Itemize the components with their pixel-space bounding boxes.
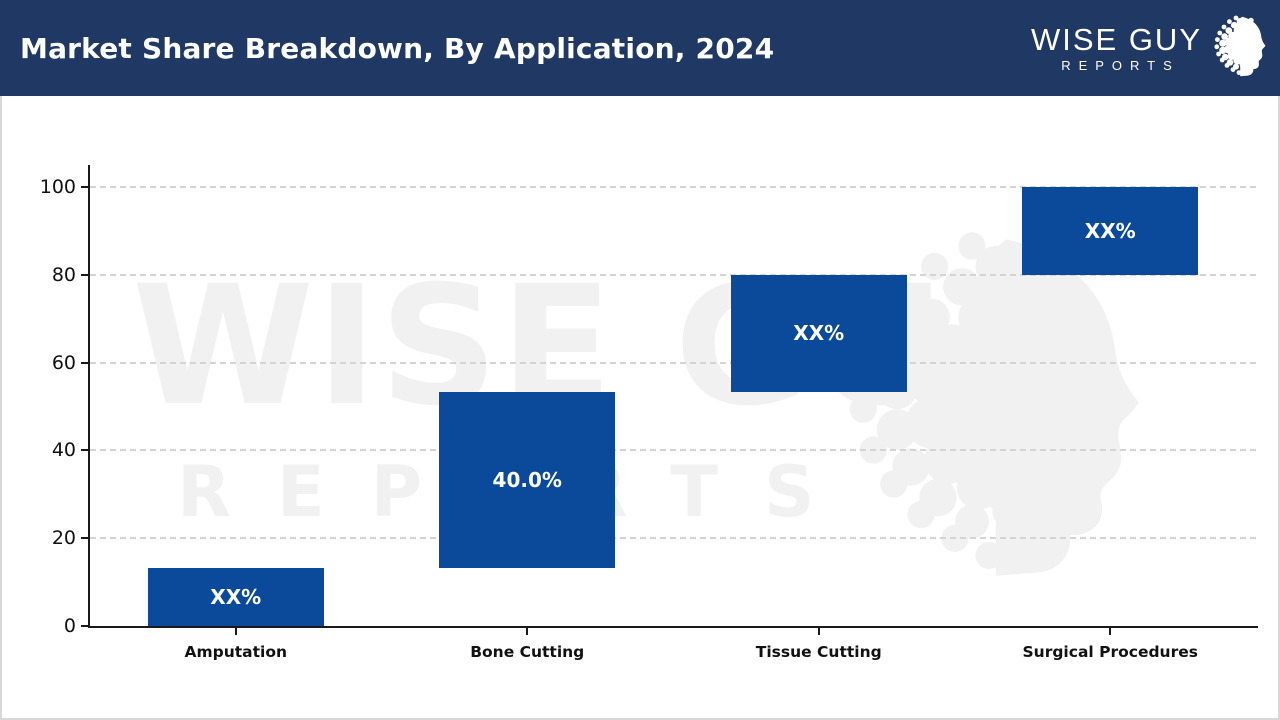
y-axis-tick: [81, 537, 90, 540]
y-axis-tick-label: 20: [51, 527, 76, 550]
y-axis-tick: [81, 625, 90, 627]
gridline: [90, 449, 1256, 452]
y-axis-tick-label: 80: [51, 263, 76, 286]
y-axis-tick: [81, 186, 90, 188]
x-axis-line: [88, 626, 1258, 628]
x-axis-category-label: Amputation: [184, 643, 288, 661]
bar-value-label: 40.0%: [492, 467, 562, 492]
logo-wordmark: WISE GUY: [1030, 21, 1202, 57]
x-axis-tick: [526, 628, 529, 635]
plot-area: 0 20 40 60 80 100 XX% Amputation 40.0% Bone Cutti…: [2, 96, 1278, 718]
gridline: [90, 186, 1256, 188]
x-axis-tick: [817, 628, 820, 635]
bar: 40.0%: [439, 392, 616, 568]
x-axis-tick: [234, 628, 237, 635]
bar: XX%: [1022, 187, 1199, 275]
logo-text: WISE GUY REPORTS: [1031, 24, 1202, 73]
chart-area: WISE GUY REPORTS 020406080100XX%Amputati…: [0, 96, 1280, 720]
y-axis-tick: [81, 273, 90, 276]
y-axis-tick-label: 100: [39, 176, 76, 198]
y-axis-line: [88, 165, 90, 628]
bar-value-label: XX%: [1084, 218, 1136, 243]
y-axis-tick: [81, 361, 90, 364]
gridline: [90, 273, 1256, 276]
dotted-head-icon: [1206, 8, 1266, 88]
gridline: [90, 537, 1256, 540]
y-axis-tick-label: 60: [51, 351, 76, 374]
page-title: Market Share Breakdown, By Application, …: [20, 31, 775, 65]
header-bar: Market Share Breakdown, By Application, …: [0, 0, 1280, 96]
y-axis-tick-label: 0: [63, 615, 76, 637]
bar: XX%: [730, 274, 907, 392]
logo-subtitle: REPORTS: [1061, 57, 1180, 73]
wise-guy-reports-logo: WISE GUY REPORTS: [1031, 8, 1266, 88]
gridline: [90, 361, 1256, 364]
x-axis-tick: [1109, 628, 1112, 635]
y-axis-tick-label: 40: [51, 439, 76, 462]
bar-value-label: XX%: [210, 584, 262, 609]
x-axis-category-label: Surgical Procedures: [1022, 643, 1198, 661]
x-axis-category-label: Bone Cutting: [470, 643, 585, 661]
y-axis-tick: [81, 449, 90, 452]
bar-value-label: XX%: [793, 321, 845, 346]
x-axis-category-label: Tissue Cutting: [755, 643, 882, 661]
bar: XX%: [147, 567, 324, 626]
